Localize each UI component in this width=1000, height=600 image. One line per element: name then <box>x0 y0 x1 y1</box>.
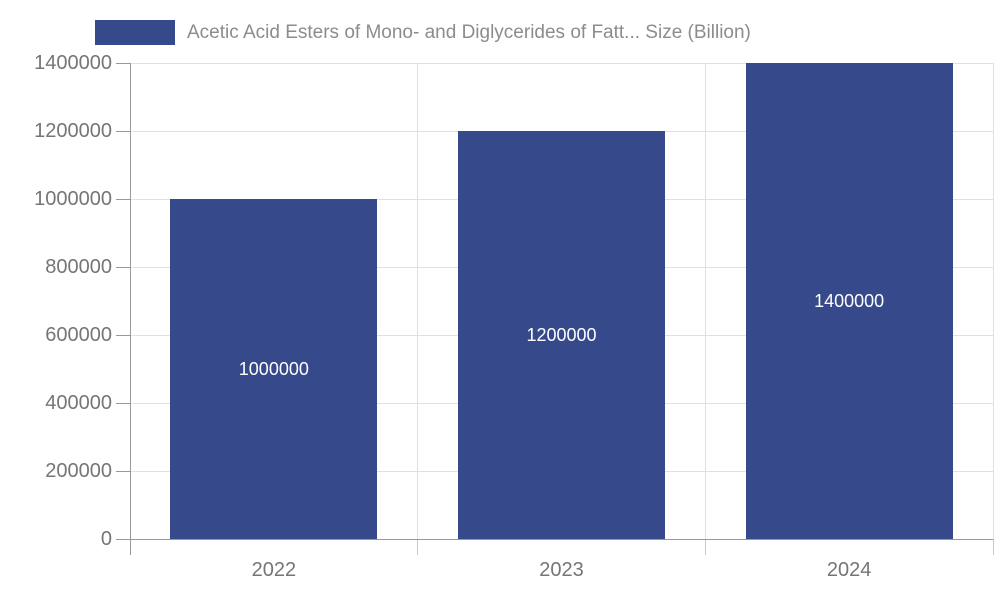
x-axis-tick-label: 2022 <box>251 559 297 581</box>
v-gridline <box>992 63 994 539</box>
bar-value-label: 1200000 <box>526 325 597 345</box>
bar[interactable] <box>458 131 665 539</box>
y-axis-tick <box>116 470 130 472</box>
x-axis-line <box>116 538 993 540</box>
legend-label: Acetic Acid Esters of Mono- and Diglycer… <box>187 22 751 43</box>
y-axis-tick <box>116 334 130 336</box>
h-gridline <box>130 62 993 64</box>
y-axis-line <box>129 63 131 555</box>
y-axis-tick <box>116 402 130 404</box>
y-axis-tick-label: 1400000 <box>34 52 112 74</box>
x-axis-tick <box>992 539 994 555</box>
y-axis-tick <box>116 266 130 268</box>
y-axis-tick-label: 1000000 <box>34 188 112 210</box>
y-axis-tick-label: 600000 <box>45 324 112 346</box>
bar-value-label: 1400000 <box>814 291 885 311</box>
y-axis-tick <box>116 198 130 200</box>
y-axis-tick-label: 1200000 <box>34 120 112 142</box>
x-axis-tick <box>704 539 706 555</box>
v-gridline <box>417 63 419 539</box>
bar[interactable] <box>745 63 953 539</box>
y-axis-tick-label: 0 <box>100 528 112 550</box>
y-axis-tick <box>116 130 130 132</box>
bar[interactable] <box>170 199 378 539</box>
v-gridline <box>704 63 706 539</box>
y-axis-tick-label: 800000 <box>45 256 112 278</box>
y-axis-tick-label: 200000 <box>45 460 112 482</box>
x-axis-tick-label: 2024 <box>826 559 872 581</box>
y-axis-tick-label: 400000 <box>45 392 112 414</box>
x-axis-tick <box>417 539 419 555</box>
x-axis-tick-label: 2023 <box>539 559 584 581</box>
y-axis-tick <box>116 62 130 64</box>
legend[interactable]: Acetic Acid Esters of Mono- and Diglycer… <box>95 20 751 45</box>
legend-swatch <box>95 20 175 45</box>
bar-value-label: 1000000 <box>238 359 309 379</box>
